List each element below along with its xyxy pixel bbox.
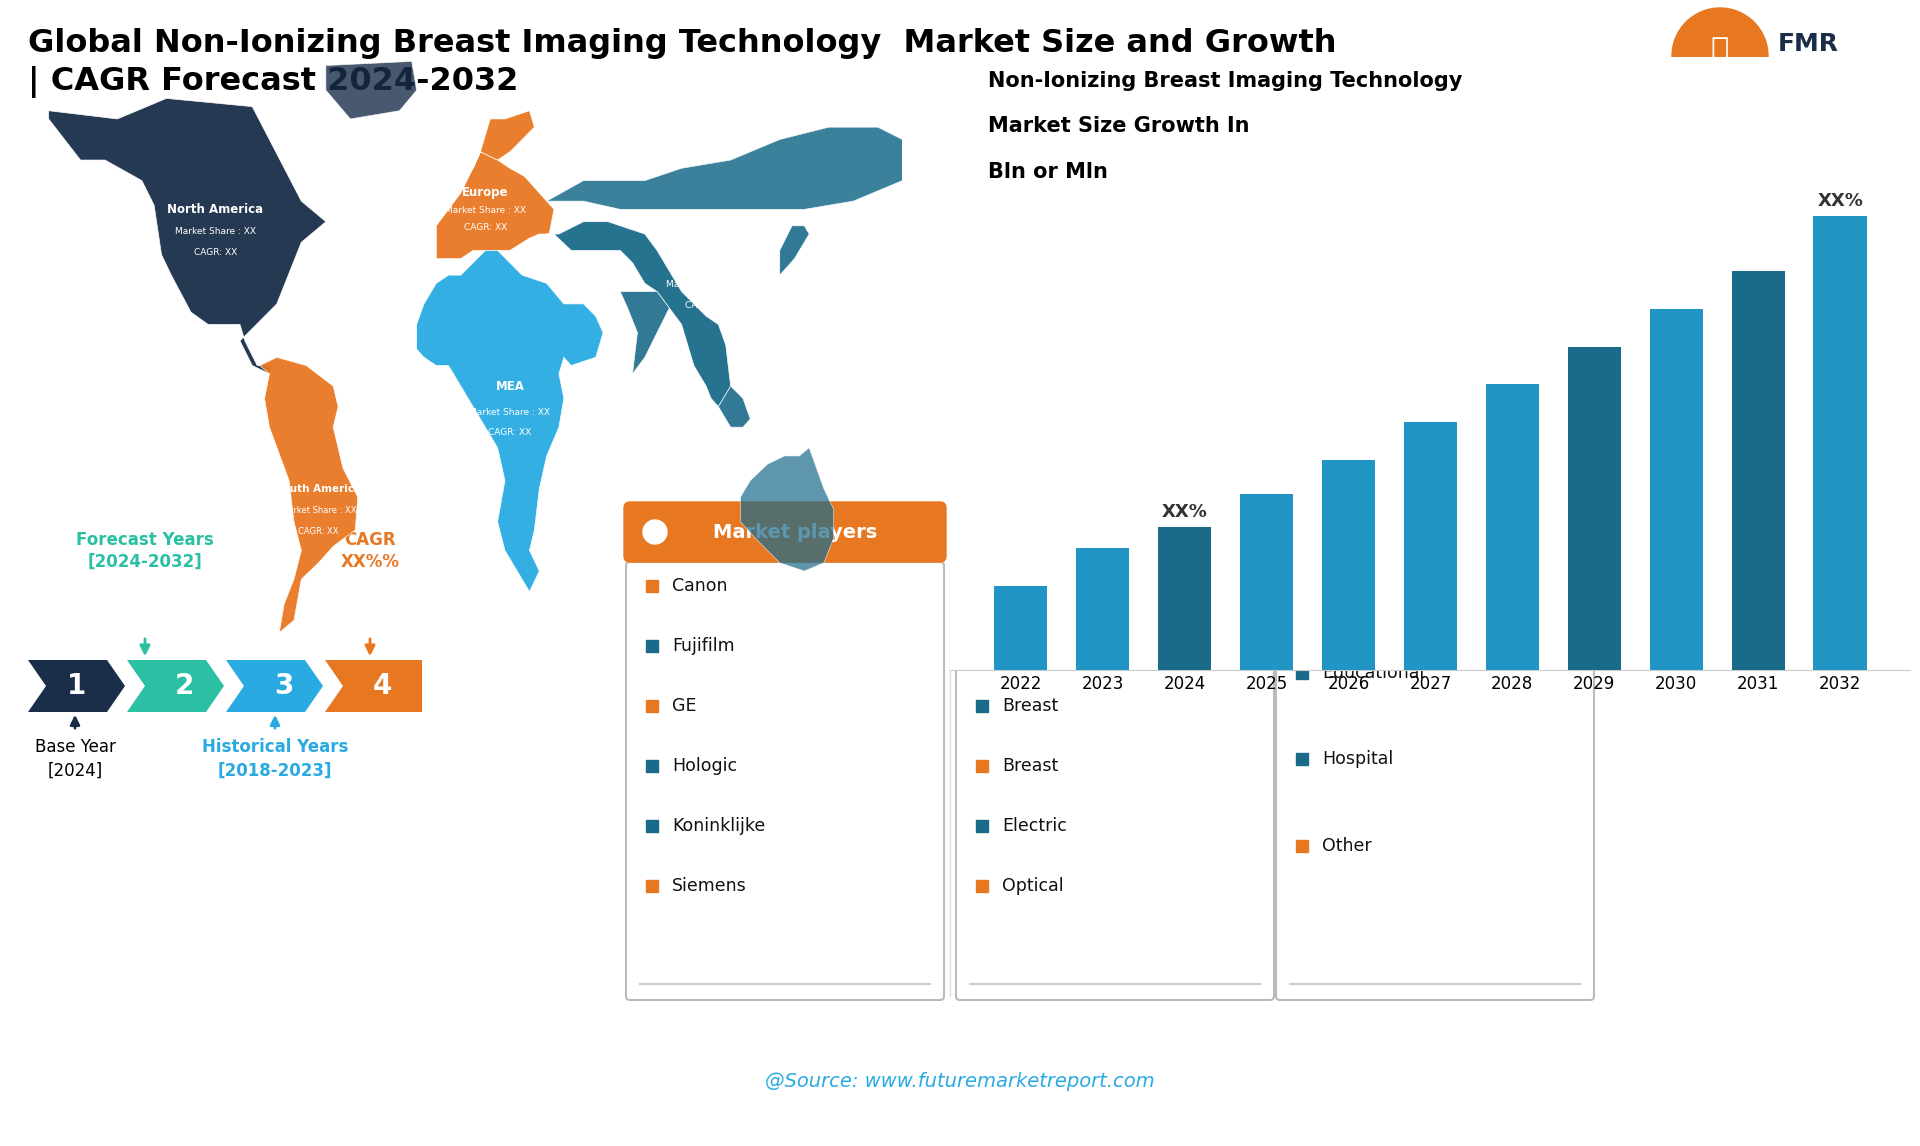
Text: Market Share : XX: Market Share : XX: [468, 408, 551, 417]
Polygon shape: [620, 291, 670, 374]
Text: FMR: FMR: [1778, 32, 1839, 56]
Bar: [1486, 384, 1540, 670]
Text: Market Size Growth In: Market Size Growth In: [989, 117, 1250, 136]
Text: XX%: XX%: [1816, 191, 1862, 210]
Polygon shape: [227, 660, 323, 712]
FancyBboxPatch shape: [1277, 562, 1594, 1000]
Polygon shape: [718, 386, 751, 427]
Text: 2: 2: [175, 672, 194, 700]
Text: South America: South America: [275, 484, 361, 494]
Polygon shape: [127, 660, 225, 712]
Text: Hologic: Hologic: [672, 758, 737, 775]
Text: FUTURE MARKET REPORT: FUTURE MARKET REPORT: [1778, 61, 1908, 71]
Polygon shape: [547, 127, 902, 210]
Text: Asia Pacific: Asia Pacific: [668, 257, 745, 269]
Polygon shape: [417, 251, 603, 591]
Text: CAGR: XX: CAGR: XX: [685, 301, 728, 311]
Text: Koninklijke: Koninklijke: [672, 817, 766, 835]
Text: Canon: Canon: [672, 576, 728, 595]
Text: @Source: www.futuremarketreport.com: @Source: www.futuremarketreport.com: [766, 1072, 1154, 1091]
Text: Bln or Mln: Bln or Mln: [989, 162, 1108, 182]
Text: | CAGR Forecast 2024-2032: | CAGR Forecast 2024-2032: [29, 66, 518, 99]
Text: By application: By application: [1367, 523, 1523, 542]
Polygon shape: [259, 358, 357, 633]
Text: By type: By type: [1083, 523, 1167, 542]
Text: Hospital: Hospital: [1323, 751, 1394, 768]
Text: Automated: Automated: [1002, 576, 1098, 595]
Polygon shape: [741, 448, 833, 571]
Polygon shape: [436, 151, 555, 259]
Text: MEA: MEA: [495, 379, 524, 393]
Text: Europe: Europe: [463, 187, 509, 199]
Text: Historical Years
[2018-2023]: Historical Years [2018-2023]: [202, 738, 348, 779]
Text: Market Share : XX: Market Share : XX: [666, 281, 747, 290]
Text: Optical: Optical: [1002, 877, 1064, 895]
Text: CAGR: XX: CAGR: XX: [488, 429, 532, 438]
Bar: [1321, 461, 1375, 670]
Polygon shape: [547, 221, 732, 407]
Text: Base Year
[2024]: Base Year [2024]: [35, 738, 115, 779]
Bar: [1240, 494, 1294, 670]
Bar: [1732, 270, 1786, 670]
Text: Diagnostic: Diagnostic: [1323, 576, 1415, 595]
Text: 1: 1: [67, 672, 86, 700]
Bar: [1075, 549, 1129, 670]
Bar: [995, 587, 1046, 670]
FancyBboxPatch shape: [954, 502, 1277, 562]
Text: Other: Other: [1323, 837, 1371, 855]
Text: North America: North America: [167, 203, 263, 215]
Bar: [1814, 217, 1866, 670]
Text: Breast: Breast: [1002, 697, 1058, 715]
Text: Electric: Electric: [1002, 817, 1068, 835]
Bar: [1649, 308, 1703, 670]
Text: Forecast Years
[2024-2032]: Forecast Years [2024-2032]: [77, 531, 213, 571]
Polygon shape: [780, 226, 808, 275]
Text: Market players: Market players: [712, 523, 877, 542]
FancyBboxPatch shape: [624, 502, 947, 562]
Text: GE: GE: [672, 697, 697, 715]
Text: Non-Ionizing Breast Imaging Technology: Non-Ionizing Breast Imaging Technology: [989, 71, 1463, 91]
Text: 🦅: 🦅: [1711, 37, 1730, 65]
Text: Fujifilm: Fujifilm: [672, 637, 735, 656]
Circle shape: [973, 520, 996, 544]
Text: XX%: XX%: [1162, 503, 1208, 521]
Circle shape: [1672, 8, 1768, 104]
FancyBboxPatch shape: [1275, 502, 1596, 562]
FancyBboxPatch shape: [956, 562, 1275, 1000]
Text: Market Share : XX: Market Share : XX: [175, 227, 255, 236]
Polygon shape: [326, 62, 417, 119]
Circle shape: [643, 520, 666, 544]
Text: 4: 4: [372, 672, 392, 700]
FancyBboxPatch shape: [626, 562, 945, 1000]
Text: Breast: Breast: [1002, 637, 1058, 656]
Text: Educational: Educational: [1323, 664, 1425, 682]
Polygon shape: [324, 660, 422, 712]
Bar: [1567, 346, 1620, 670]
Circle shape: [1292, 520, 1317, 544]
Text: Market Share : XX: Market Share : XX: [445, 206, 526, 215]
Text: Siemens: Siemens: [672, 877, 747, 895]
Text: CAGR: XX: CAGR: XX: [465, 223, 507, 231]
Text: Market Share : XX: Market Share : XX: [280, 507, 357, 516]
Text: CAGR
XX%%: CAGR XX%%: [340, 531, 399, 571]
Text: CAGR: XX: CAGR: XX: [194, 248, 236, 257]
Polygon shape: [48, 99, 326, 374]
Text: Breast: Breast: [1002, 758, 1058, 775]
Text: Global Non-Ionizing Breast Imaging Technology  Market Size and Growth: Global Non-Ionizing Breast Imaging Techn…: [29, 28, 1336, 58]
Polygon shape: [472, 111, 534, 168]
Bar: [1404, 423, 1457, 670]
Bar: [1158, 527, 1212, 670]
Text: 3: 3: [275, 672, 294, 700]
Polygon shape: [29, 660, 125, 712]
Text: CAGR: XX: CAGR: XX: [298, 527, 338, 536]
